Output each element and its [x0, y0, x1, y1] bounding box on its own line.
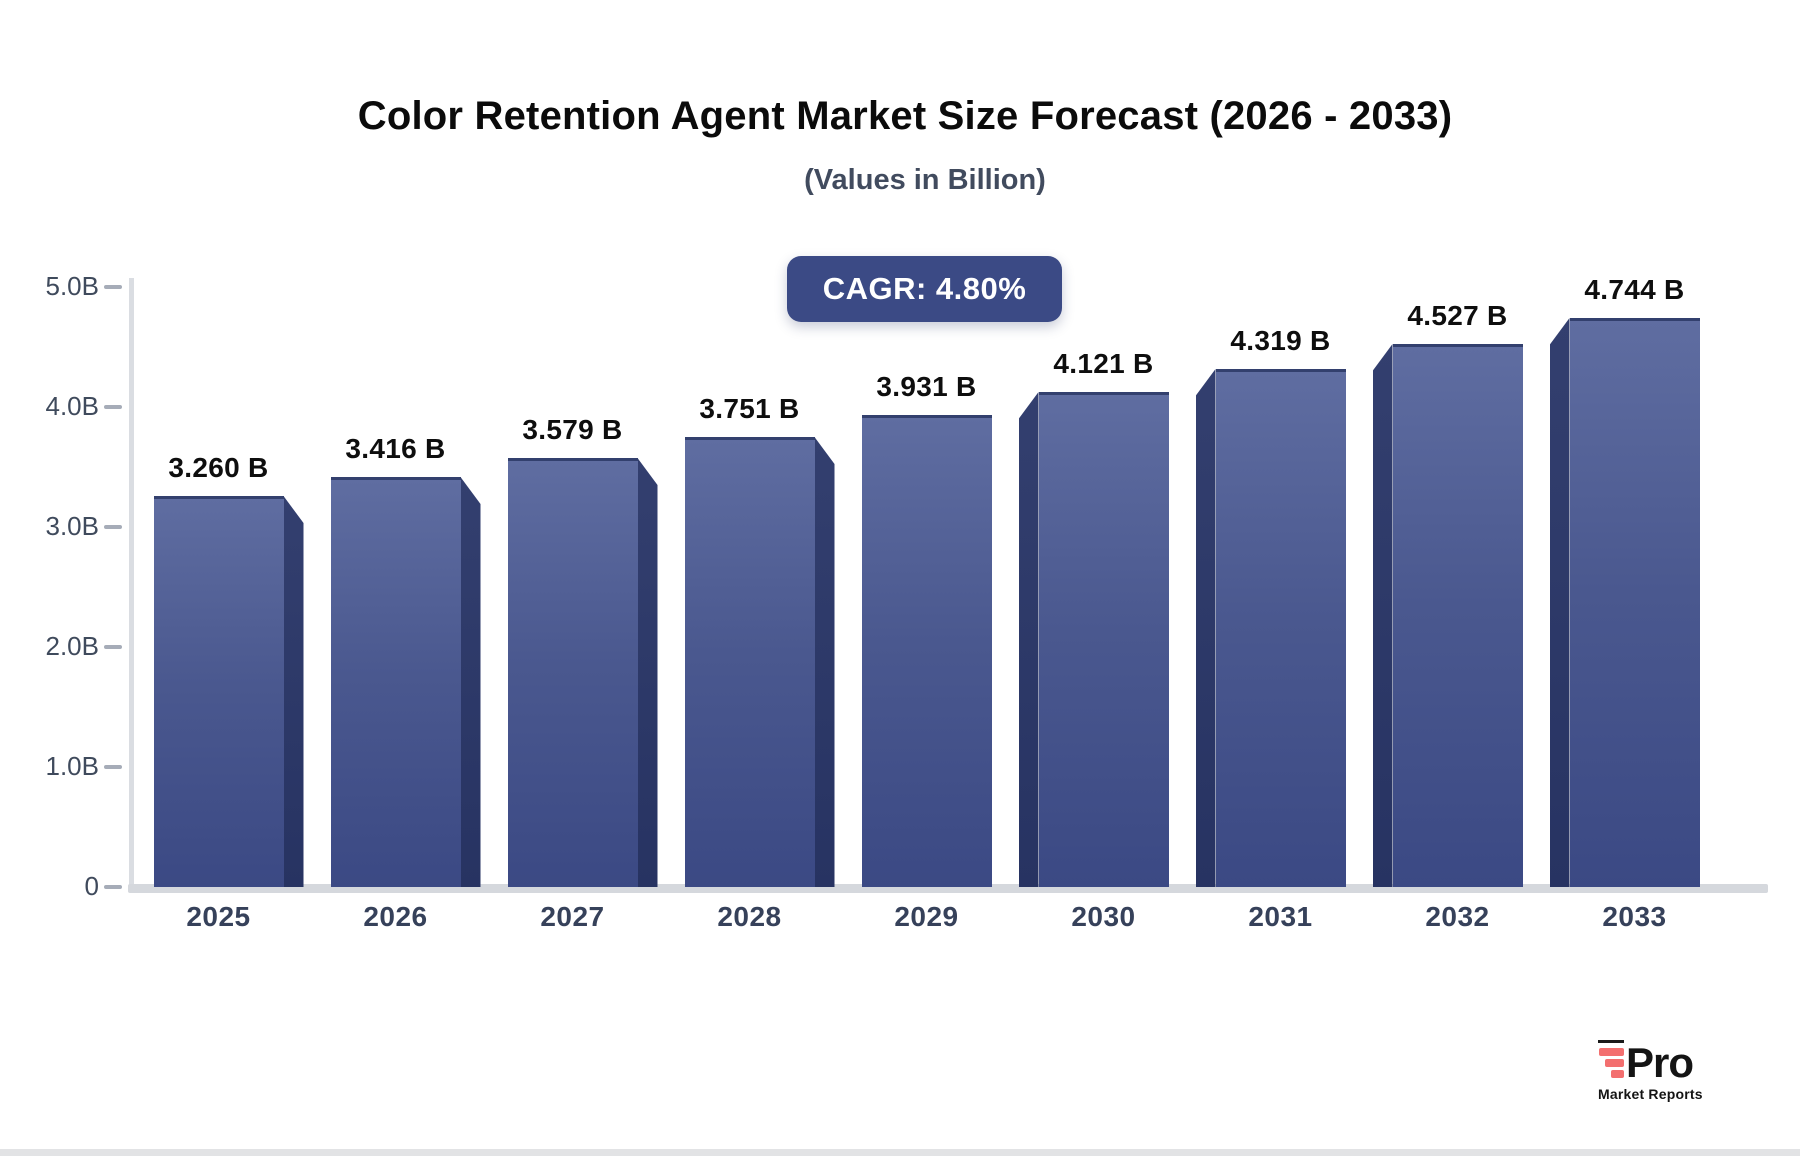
- x-tick-label-2025: 2025: [186, 901, 251, 932]
- bottom-edge-strip: [0, 1149, 1800, 1156]
- bar-2031: [1215, 369, 1346, 887]
- y-tick-dash: [104, 645, 122, 649]
- bar-value-label-2032: 4.527 B: [1407, 300, 1508, 331]
- bar-2033: [1569, 318, 1700, 887]
- chart-subtitle: (Values in Billion): [804, 164, 1046, 196]
- x-tick-label-2031: 2031: [1248, 901, 1313, 932]
- logo-brand-text: Pro: [1626, 1039, 1694, 1086]
- bar-value-label-2025: 3.260 B: [168, 452, 269, 483]
- y-tick-dash: [104, 405, 122, 409]
- bar-2026: [330, 477, 461, 887]
- bar-2032: [1392, 344, 1523, 887]
- bar-side-face-2025: [283, 496, 304, 887]
- bar-value-label-2028: 3.751 B: [699, 393, 800, 424]
- bar-2027: [507, 458, 638, 887]
- x-tick-label-2030: 2030: [1071, 901, 1136, 932]
- x-tick-label-2033: 2033: [1602, 901, 1667, 932]
- bar-side-face-2032: [1372, 344, 1393, 887]
- y-tick-dash: [104, 525, 122, 529]
- bar-value-label-2030: 4.121 B: [1053, 348, 1154, 379]
- x-tick-label-2032: 2032: [1425, 901, 1490, 932]
- bar-value-label-2029: 3.931 B: [876, 371, 977, 402]
- y-tick-label: 4.0B: [45, 391, 100, 421]
- bar-2025: [153, 496, 284, 887]
- y-tick-dash: [104, 285, 122, 289]
- bar-side-face-2033: [1549, 318, 1570, 887]
- y-tick-label: 0: [84, 871, 99, 901]
- x-tick-label-2027: 2027: [540, 901, 605, 932]
- bar-value-label-2031: 4.319 B: [1230, 325, 1331, 356]
- chart-title: Color Retention Agent Market Size Foreca…: [357, 94, 1453, 138]
- y-tick-label: 3.0B: [45, 511, 100, 541]
- bar-side-face-2030: [1018, 392, 1039, 887]
- x-tick-label-2026: 2026: [363, 901, 428, 932]
- logo-sub-text: Market Reports: [1598, 1086, 1703, 1102]
- bar-value-label-2026: 3.416 B: [345, 433, 446, 464]
- bar-2030: [1038, 392, 1169, 887]
- x-tick-label-2028: 2028: [717, 901, 782, 932]
- bar-side-face-2028: [814, 437, 835, 887]
- logo-speed-bars-icon: [1598, 1040, 1624, 1078]
- bar-side-face-2026: [460, 477, 481, 887]
- bar-value-label-2027: 3.579 B: [522, 414, 623, 445]
- x-tick-label-2029: 2029: [894, 901, 959, 932]
- y-axis-line: [129, 278, 134, 890]
- bar-value-label-2033: 4.744 B: [1584, 274, 1685, 305]
- bar-side-face-2031: [1195, 369, 1216, 887]
- y-tick-dash: [104, 885, 122, 889]
- bar-2028: [684, 437, 815, 887]
- bar-2029: [861, 415, 992, 887]
- y-tick-label: 2.0B: [45, 631, 100, 661]
- bar-side-face-2027: [637, 458, 658, 887]
- y-tick-label: 1.0B: [45, 751, 100, 781]
- cagr-badge: CAGR: 4.80%: [787, 256, 1062, 322]
- x-axis-baseline: [128, 884, 1768, 893]
- y-tick-label: 5.0B: [45, 271, 100, 301]
- y-tick-dash: [104, 765, 122, 769]
- pro-market-reports-logo: Pro Market Reports: [1598, 1040, 1758, 1102]
